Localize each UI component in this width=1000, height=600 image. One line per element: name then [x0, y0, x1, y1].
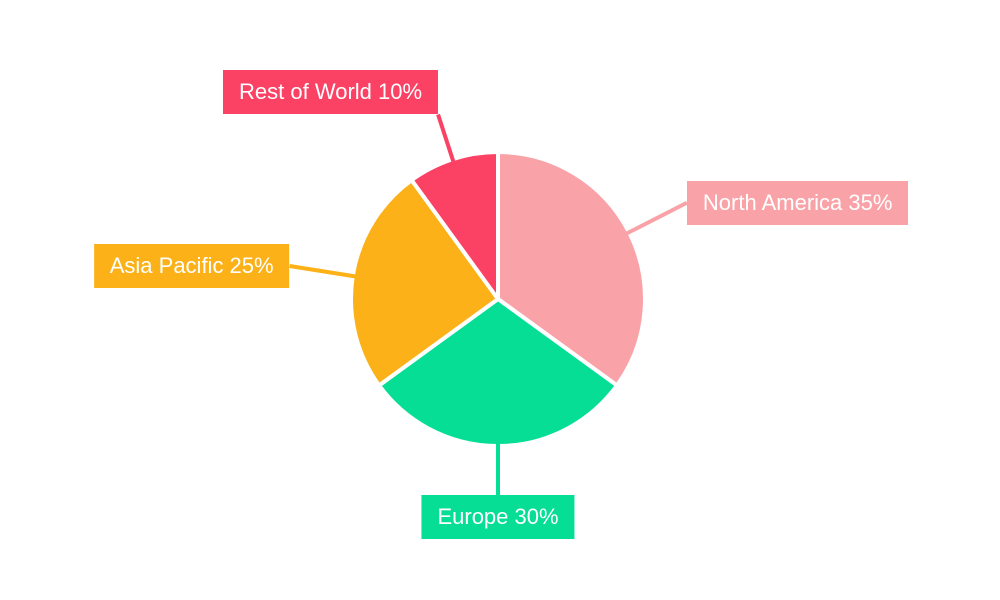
leader-line-north-america [625, 200, 688, 236]
leader-line-rest-of-world [436, 113, 456, 163]
leader-line-asia-pacific [289, 264, 357, 279]
slice-label-europe: Europe 30% [421, 495, 575, 539]
slice-label-asia-pacific: Asia Pacific 25% [93, 243, 290, 288]
slice-label-north-america: North America 35% [686, 180, 909, 225]
slice-label-rest-of-world: Rest of World 10% [223, 70, 439, 115]
